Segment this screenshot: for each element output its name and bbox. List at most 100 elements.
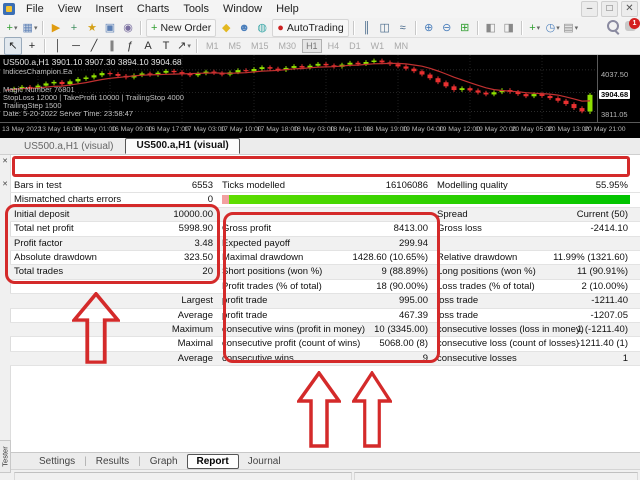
- restore-button[interactable]: □: [601, 1, 618, 17]
- fibonacci-icon[interactable]: ƒ: [122, 38, 138, 54]
- candlestick-chart[interactable]: [0, 55, 597, 122]
- bar-chart-icon-glyph: ║: [362, 21, 371, 34]
- fibonacci-icon-glyph: ƒ: [126, 40, 134, 52]
- menu-tools[interactable]: Tools: [183, 3, 209, 15]
- vertical-line-icon[interactable]: │: [50, 38, 66, 54]
- metaeditor-icon-glyph: ◆: [221, 21, 231, 34]
- horizontal-line-icon[interactable]: ─: [68, 38, 84, 54]
- data-window-icon[interactable]: +: [66, 20, 82, 36]
- timeframe-m15[interactable]: M15: [251, 41, 269, 51]
- time-axis-label: 19 May 04:00: [402, 126, 444, 133]
- menu-help[interactable]: Help: [276, 3, 299, 15]
- report-label-c: consecutive losses: [437, 352, 517, 364]
- window-controls: – □ ✕: [581, 1, 638, 17]
- menu-charts[interactable]: Charts: [136, 3, 170, 15]
- navigator-icon[interactable]: ★: [84, 20, 100, 36]
- trendline-icon[interactable]: ╱: [86, 38, 102, 54]
- report-value-c: 11.99% (1321.60): [553, 251, 628, 263]
- new-chart-icon[interactable]: + ▾: [4, 20, 20, 36]
- navigator-icon-glyph: ★: [87, 21, 97, 34]
- timeframe-w1[interactable]: W1: [370, 41, 385, 51]
- report-value-c: Current (50): [576, 208, 628, 220]
- chart-window: US500.a,H1 3901.10 3907.30 3894.10 3904.…: [0, 55, 640, 138]
- zoom-in-icon[interactable]: ⊕: [421, 20, 437, 36]
- timeframe-h4[interactable]: H4: [327, 41, 340, 51]
- tile-windows-icon[interactable]: ⊞: [457, 20, 473, 36]
- menu-insert[interactable]: Insert: [95, 3, 123, 15]
- text-label-icon[interactable]: T: [158, 38, 174, 54]
- report-value-a: 0: [207, 194, 213, 206]
- time-axis-label: 17 May 18:00: [256, 126, 298, 133]
- close-report-icon[interactable]: ✕: [2, 181, 8, 188]
- report-label-c: Gross loss: [437, 223, 482, 235]
- report-label-c: consecutive loss (count of losses): [437, 338, 580, 350]
- arrange-horizontal-icon[interactable]: ◧: [483, 20, 499, 36]
- autotrading-button[interactable]: ● AutoTrading: [272, 18, 349, 37]
- report-label-b: consecutive profit (count of wins): [222, 338, 361, 350]
- menu-file[interactable]: File: [26, 3, 44, 15]
- templates-icon[interactable]: ▤ ▾: [563, 20, 579, 36]
- report-value-c: -2414.10: [590, 223, 628, 235]
- tester-tab-journal[interactable]: Journal: [247, 455, 281, 467]
- menu-window[interactable]: Window: [223, 3, 263, 15]
- cursor-icon[interactable]: ↖: [4, 37, 22, 55]
- zoom-out-icon[interactable]: ⊖: [439, 20, 455, 36]
- menu-view[interactable]: View: [57, 3, 82, 15]
- chart-tab[interactable]: US500.a,H1 (visual): [125, 138, 240, 154]
- crosshair-icon[interactable]: +: [24, 38, 40, 54]
- line-chart-icon[interactable]: ≈: [395, 20, 411, 36]
- arrange-vertical-icon[interactable]: ◨: [501, 20, 517, 36]
- status-cell: [354, 472, 638, 480]
- close-panel-icon[interactable]: ✕: [2, 158, 8, 165]
- tester-tab-settings[interactable]: Settings: [39, 455, 76, 467]
- metaeditor-icon[interactable]: ◆: [218, 20, 234, 36]
- tester-tab-results[interactable]: Results: [95, 455, 130, 467]
- market-watch-icon[interactable]: ▶: [48, 20, 64, 36]
- timeframe-mn[interactable]: MN: [394, 41, 409, 51]
- report-value-b: 299.94: [398, 237, 428, 249]
- profiles-icon[interactable]: ▦ ▾: [22, 20, 38, 36]
- experts-icon[interactable]: ☻: [236, 20, 252, 36]
- report-row: Average consecutive wins 9 consecutive loss…: [10, 351, 640, 367]
- new-order-button[interactable]: + New Order: [146, 18, 217, 37]
- timeframe-h1[interactable]: H1: [302, 39, 322, 53]
- report-value-a: 6553: [191, 180, 213, 191]
- report-label-a: Profit factor: [14, 237, 63, 249]
- community-icon[interactable]: ◍: [254, 20, 270, 36]
- notification-icon[interactable]: 1: [625, 18, 640, 31]
- toolbar-separator: [476, 20, 479, 35]
- tester-side-tab[interactable]: Tester: [0, 440, 11, 473]
- chart-magic-number: Magic Number 76801: [3, 85, 75, 94]
- bar-chart-icon[interactable]: ║: [359, 20, 375, 36]
- strategy-tester-icon[interactable]: ◉: [120, 20, 136, 36]
- periods-icon[interactable]: ◷ ▾: [545, 20, 561, 36]
- text-icon[interactable]: A: [140, 38, 156, 54]
- report-label-c: loss trade: [437, 309, 479, 321]
- report-label-a: Total net profit: [14, 223, 74, 235]
- report-label-c: Long positions (won %): [437, 266, 536, 278]
- candle-chart-icon[interactable]: ◫: [377, 20, 393, 36]
- report-value-a: Maximal: [177, 338, 213, 350]
- terminal-icon[interactable]: ▣: [102, 20, 118, 36]
- timeframe-m30[interactable]: M30: [278, 41, 297, 51]
- report-value-a: 20: [202, 266, 213, 278]
- chart-tab[interactable]: US500.a,H1 (visual): [24, 141, 114, 152]
- report-value-c: 55.95%: [595, 180, 628, 191]
- time-axis-label: 19 May 20:00: [475, 126, 517, 133]
- timeframe-d1[interactable]: D1: [349, 41, 361, 51]
- report-value-b: 9: [422, 352, 428, 364]
- channel-icon[interactable]: ∥: [104, 38, 120, 54]
- arrow-objects-icon[interactable]: ↗ ▾: [176, 38, 192, 54]
- close-button[interactable]: ✕: [621, 1, 638, 17]
- timeframe-m5[interactable]: M5: [228, 41, 242, 51]
- time-axis-label: 16 May 17:00: [147, 126, 189, 133]
- indicators-icon[interactable]: + ▾: [527, 20, 543, 36]
- timeframe-m1[interactable]: M1: [206, 41, 219, 51]
- search-icon[interactable]: [607, 20, 619, 32]
- time-axis-label: 20 May 13:00: [548, 126, 590, 133]
- minimize-button[interactable]: –: [581, 1, 598, 17]
- tester-tab-report[interactable]: Report: [186, 453, 239, 469]
- report-value-b: 16106086: [385, 180, 428, 191]
- tester-tab-graph[interactable]: Graph: [149, 455, 178, 467]
